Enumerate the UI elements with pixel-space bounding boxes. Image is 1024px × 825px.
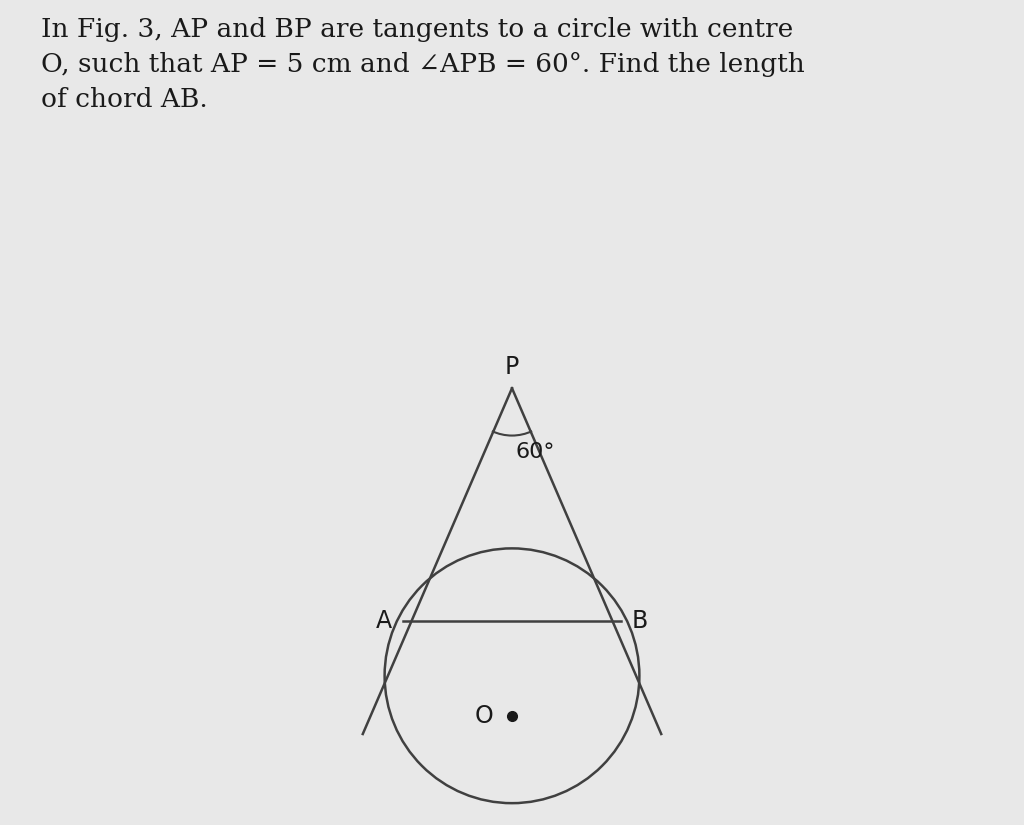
Text: In Fig. 3, AP and BP are tangents to a circle with centre
O, such that AP = 5 cm: In Fig. 3, AP and BP are tangents to a c… xyxy=(41,16,805,111)
Text: O: O xyxy=(475,704,494,728)
Text: B: B xyxy=(632,609,648,633)
Text: A: A xyxy=(376,609,392,633)
Text: 60°: 60° xyxy=(516,441,555,461)
Text: P: P xyxy=(505,356,519,380)
